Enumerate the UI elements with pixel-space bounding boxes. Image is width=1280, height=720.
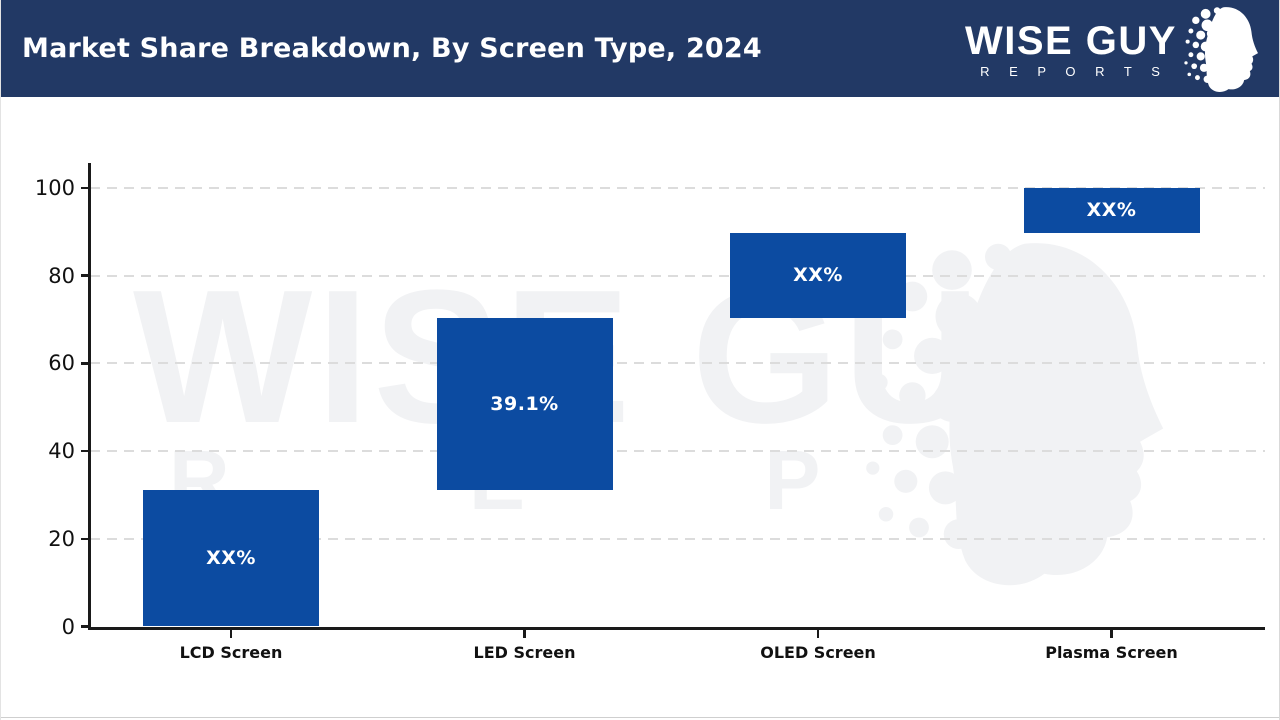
y-tick-label-0: 0: [61, 614, 75, 639]
watermark-head-icon: [866, 243, 1164, 586]
logo-wordmark: WISE GUY: [964, 18, 1177, 63]
y-tick-0: [81, 625, 89, 628]
gridline-40: [90, 450, 1265, 452]
x-tick-label-1: LED Screen: [473, 642, 576, 662]
bar-lcd-screen: XX%: [143, 489, 319, 627]
header-bar: Market Share Breakdown, By Screen Type, …: [1, 0, 1279, 97]
x-tick-0: [229, 629, 233, 638]
gridline-60: [90, 362, 1265, 365]
y-tick-label-40: 40: [48, 439, 75, 463]
x-tick-2: [816, 629, 820, 638]
logo-subtitle: R E P O R T S: [980, 63, 1168, 79]
x-tick-1: [523, 629, 526, 638]
y-tick-label-60: 60: [48, 351, 75, 376]
y-tick-label-20: 20: [48, 526, 75, 551]
y-tick-label-80: 80: [48, 263, 75, 288]
x-tick-label-3: Plasma Screen: [1045, 642, 1178, 662]
chart-plot-area: 0 20 40 60 80 100 XX% LCD Screen 39.1% LED Screen…: [1, 97, 1279, 720]
gridline-100: [90, 186, 1265, 189]
y-tick-100: [81, 186, 89, 189]
head-profile-icon: [1184, 7, 1258, 92]
bar-led-screen: 39.1%: [436, 318, 613, 490]
y-tick-60: [81, 362, 89, 365]
gridline-80: [90, 274, 1265, 277]
y-tick-40: [81, 449, 89, 453]
bar-plasma-screen: XX%: [1023, 187, 1200, 233]
bottom-border-line: [1, 717, 1279, 718]
x-tick-3: [1110, 629, 1113, 638]
x-tick-label-0: LCD Screen: [179, 642, 283, 662]
wise-guy-logo: WISE GUY R E P O R T S: [965, 4, 1263, 94]
y-tick-20: [81, 537, 89, 540]
bar-value-label: 39.1%: [490, 392, 559, 415]
bar-value-label: XX%: [793, 264, 843, 287]
logo-text: WISE GUY R E P O R T S: [965, 20, 1177, 79]
y-axis-spine: [87, 163, 91, 628]
page-title: Market Share Breakdown, By Screen Type, …: [22, 33, 762, 64]
bar-value-label: XX%: [206, 547, 256, 570]
bar-value-label: XX%: [1086, 199, 1137, 222]
x-tick-label-2: OLED Screen: [760, 642, 876, 662]
y-tick-label-100: 100: [34, 175, 75, 200]
bar-oled-screen: XX%: [730, 232, 906, 319]
y-tick-80: [81, 274, 89, 277]
x-axis-spine: [87, 626, 1265, 630]
gridline-20: [90, 537, 1265, 540]
